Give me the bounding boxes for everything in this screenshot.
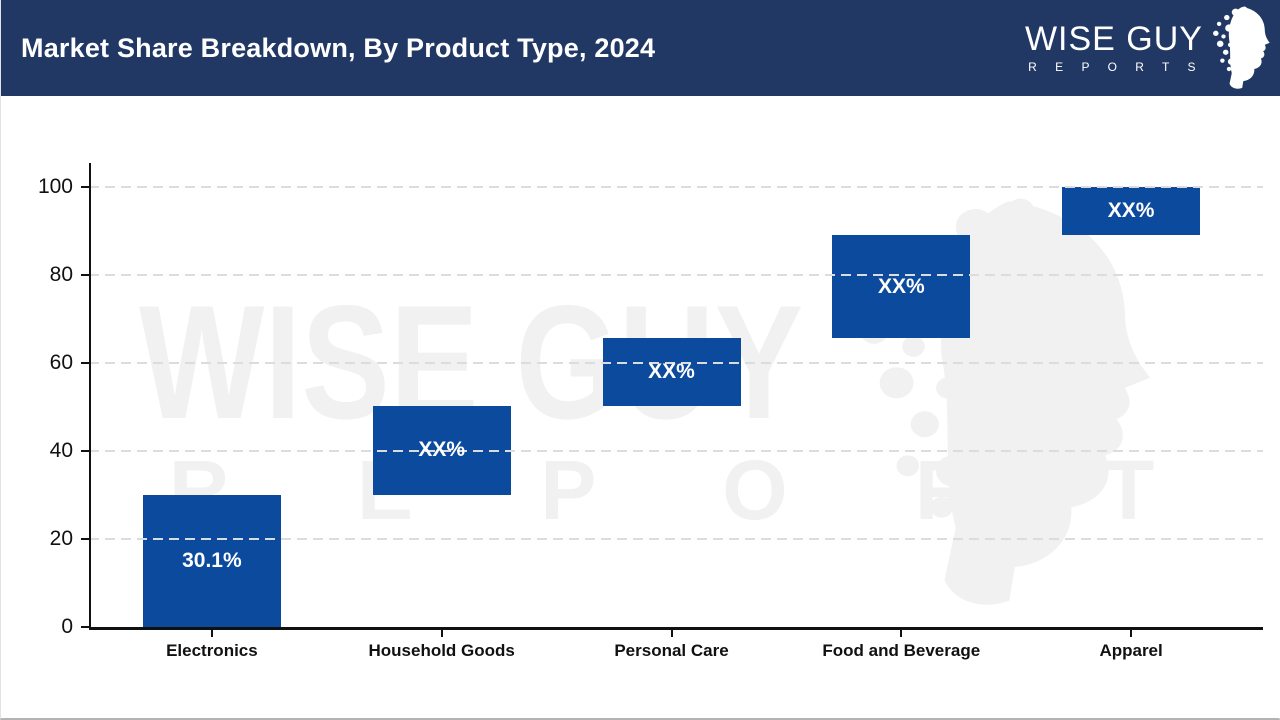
header: Market Share Breakdown, By Product Type,… [1, 0, 1280, 96]
y-axis-tick [81, 538, 89, 540]
bar-electronics [142, 494, 281, 627]
x-axis-label: Personal Care [614, 641, 729, 660]
gridline [89, 450, 1263, 452]
x-axis-label: Electronics [166, 641, 258, 660]
bar-food-and-beverage [832, 235, 971, 339]
gridline [89, 274, 1263, 276]
x-axis-label: Apparel [1099, 641, 1163, 660]
x-axis-tick [670, 630, 673, 637]
bar-value-label: 30.1% [182, 548, 242, 572]
x-axis-label: Household Goods [368, 641, 515, 660]
bar-personal-care [602, 338, 741, 407]
bar-value-label: XX% [418, 438, 466, 462]
x-axis-label: Food and Beverage [822, 641, 981, 660]
y-axis-tick [81, 450, 89, 452]
y-axis-line [89, 163, 91, 630]
bar-apparel [1062, 187, 1201, 236]
y-axis-label: 20 [49, 527, 73, 550]
gridline [89, 186, 1263, 188]
wiseguy-head-icon [1213, 6, 1270, 89]
x-axis-tick [900, 630, 903, 637]
bar-value-label: XX% [877, 274, 925, 298]
y-axis-label: 40 [49, 439, 73, 462]
gridline [89, 538, 1263, 540]
page-title: Market Share Breakdown, By Product Type,… [21, 32, 656, 63]
logo-wordmark: WISE GUY [1024, 20, 1203, 58]
x-axis-tick [210, 630, 213, 637]
y-axis-tick [81, 274, 89, 276]
x-axis-tick [1130, 630, 1133, 637]
y-axis-tick [81, 362, 89, 364]
y-axis-label: 60 [49, 351, 73, 374]
y-axis-tick [81, 626, 89, 628]
y-axis-label: 0 [61, 615, 73, 638]
waterfall-chart: 0 20 40 60 80 100 30.1% Electronics XX% Household… [1, 96, 1280, 718]
bar-value-label: XX% [1107, 199, 1155, 223]
bar-value-label: XX% [648, 360, 695, 384]
y-axis-tick [81, 186, 89, 188]
y-axis-label: 80 [49, 263, 73, 286]
chart-area: WISE GUY R E P O R T S 0 20 40 60 80 100 30.1%… [1, 96, 1280, 718]
logo-subtext: R E P O R T S [1028, 60, 1203, 74]
x-axis-line [89, 627, 1263, 630]
x-axis-tick [440, 630, 443, 637]
logo-text: WISE GUY R E P O R T S [1022, 22, 1203, 74]
gridline [89, 362, 1263, 364]
wiseguy-logo: WISE GUY R E P O R T S [1022, 4, 1273, 92]
y-axis-label: 100 [37, 175, 73, 198]
